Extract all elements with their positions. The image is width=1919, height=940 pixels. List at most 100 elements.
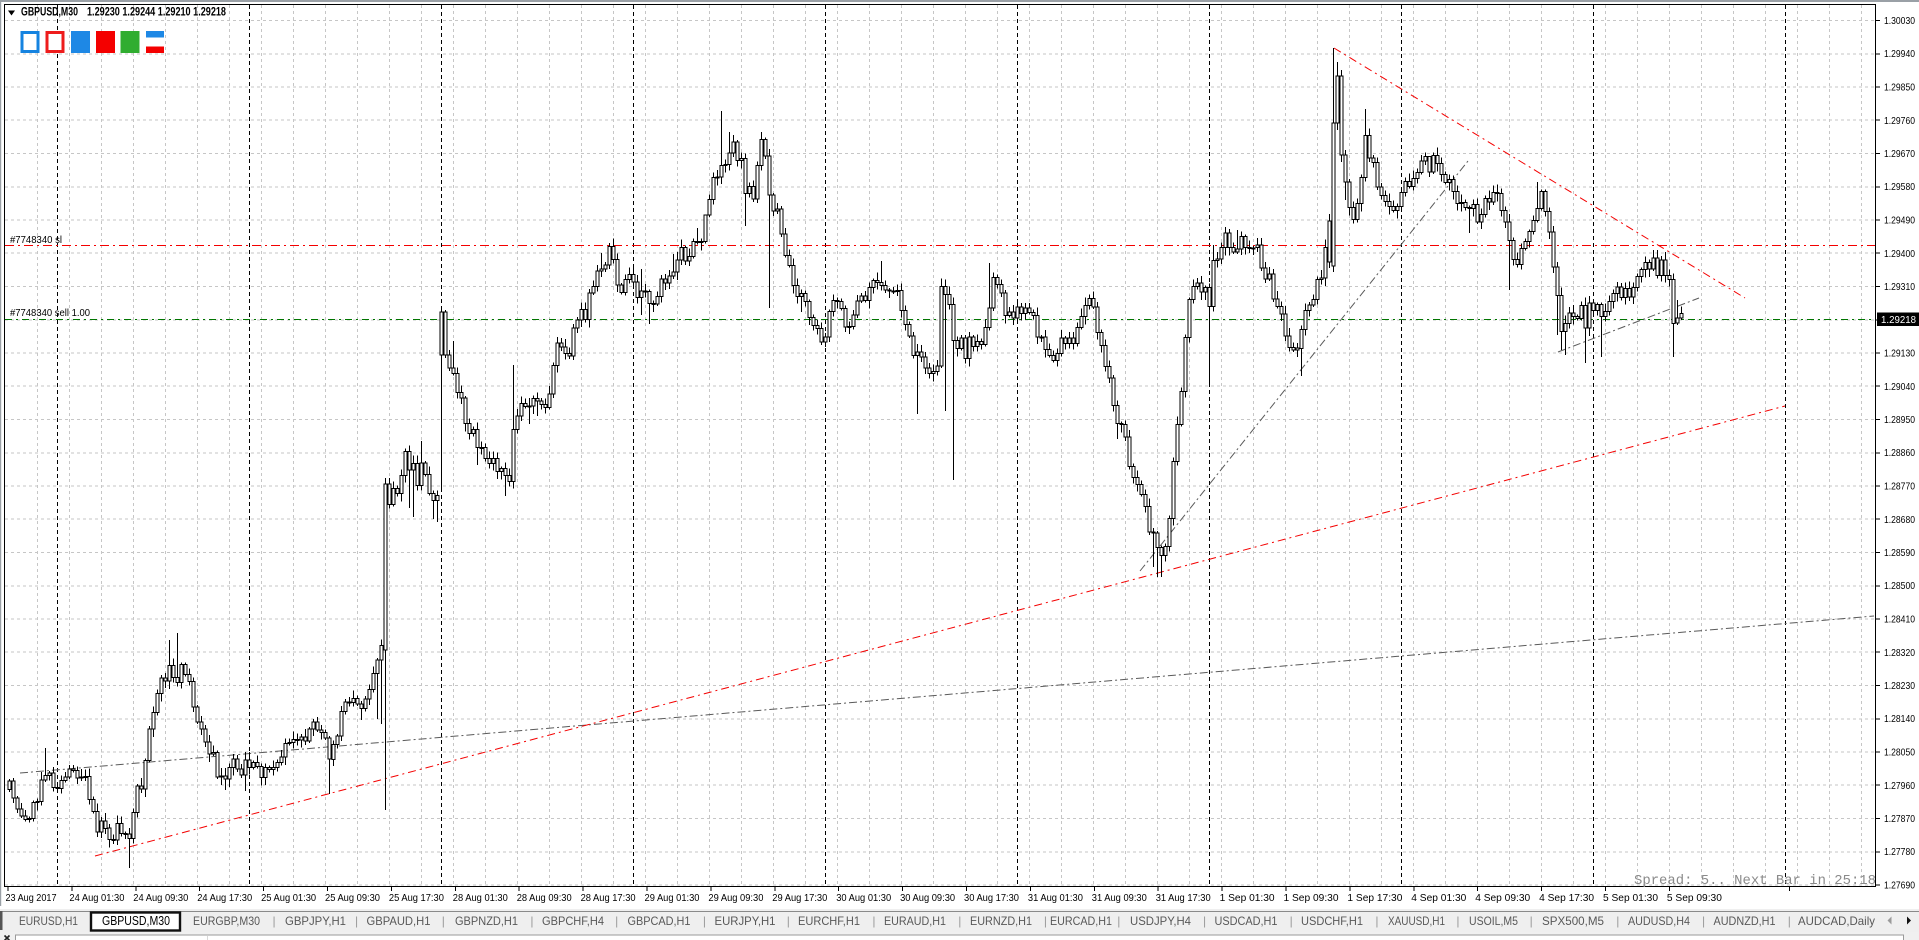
svg-text:|: | [787,914,790,928]
svg-text:|: | [958,914,961,928]
svg-text:EURNZD,H1: EURNZD,H1 [970,914,1032,928]
svg-text:1 Sep 17:30: 1 Sep 17:30 [1347,892,1402,904]
svg-text:31 Aug 01:30: 31 Aug 01:30 [1028,892,1083,904]
svg-text:|: | [1290,914,1293,928]
svg-text:29 Aug 17:30: 29 Aug 17:30 [772,892,827,904]
svg-text:1.28770: 1.28770 [1884,481,1915,493]
svg-text:USDCHF,H1: USDCHF,H1 [1301,914,1363,928]
svg-text:|: | [442,914,445,928]
svg-text:1.29400: 1.29400 [1884,248,1915,260]
svg-text:|: | [1375,914,1378,928]
svg-text:1.28500: 1.28500 [1884,580,1915,592]
svg-text:1.28860: 1.28860 [1884,447,1915,459]
svg-text:Spread: 5.. Next Bar in 25:18: Spread: 5.. Next Bar in 25:18 [1634,873,1876,889]
svg-text:EURUSD,H1: EURUSD,H1 [19,914,78,928]
svg-text:29 Aug 09:30: 29 Aug 09:30 [708,892,763,904]
svg-text:EURAUD,H1: EURAUD,H1 [884,914,946,928]
svg-text:1.29850: 1.29850 [1884,82,1915,94]
svg-text:XAUUSD,H1: XAUUSD,H1 [1388,914,1445,928]
svg-text:1.28590: 1.28590 [1884,547,1915,559]
svg-text:|: | [1702,914,1705,928]
svg-text:GBPCAD,H1: GBPCAD,H1 [628,914,691,928]
svg-text:1.29670: 1.29670 [1884,148,1915,160]
svg-text:|: | [273,914,276,928]
svg-text:24 Aug 17:30: 24 Aug 17:30 [197,892,252,904]
svg-text:1.28230: 1.28230 [1884,680,1915,692]
svg-text:1.29230 1.29244 1.29210 1.2921: 1.29230 1.29244 1.29210 1.29218 [87,7,226,19]
svg-text:25 Aug 09:30: 25 Aug 09:30 [325,892,380,904]
svg-text:|: | [615,914,618,928]
svg-text:AUDNZD,H1: AUDNZD,H1 [1714,914,1776,928]
svg-text:24 Aug 09:30: 24 Aug 09:30 [133,892,188,904]
svg-text:1.27780: 1.27780 [1884,846,1915,858]
svg-text:|: | [1203,914,1206,928]
svg-text:28 Aug 01:30: 28 Aug 01:30 [453,892,508,904]
svg-text:1.28320: 1.28320 [1884,647,1915,659]
svg-text:#7748340 sl: #7748340 sl [10,234,62,246]
svg-text:4 Sep 17:30: 4 Sep 17:30 [1539,892,1594,904]
svg-text:1.28410: 1.28410 [1884,614,1915,626]
svg-text:1.29310: 1.29310 [1884,281,1915,293]
svg-text:1.29218: 1.29218 [1881,314,1916,326]
svg-text:USOIL,M5: USOIL,M5 [1469,914,1518,928]
svg-text:|: | [872,914,875,928]
svg-text:|: | [1788,914,1791,928]
svg-text:SPX500,M5: SPX500,M5 [1542,914,1604,928]
svg-text:EURJPY,H1: EURJPY,H1 [715,914,776,928]
svg-text:1.29040: 1.29040 [1884,381,1915,393]
svg-text:30 Aug 17:30: 30 Aug 17:30 [964,892,1019,904]
svg-text:GBPUSD,M30: GBPUSD,M30 [102,914,170,928]
svg-text:1.30030: 1.30030 [1884,15,1915,27]
svg-text:|: | [530,914,533,928]
svg-text:5 Sep 01:30: 5 Sep 01:30 [1603,892,1658,904]
svg-text:1.28050: 1.28050 [1884,747,1915,759]
svg-text:|: | [355,914,358,928]
svg-text:24 Aug 01:30: 24 Aug 01:30 [69,892,124,904]
svg-text:1.27960: 1.27960 [1884,780,1915,792]
svg-text:GBPCHF,H4: GBPCHF,H4 [542,914,604,928]
svg-text:28 Aug 09:30: 28 Aug 09:30 [517,892,572,904]
svg-text:|: | [703,914,706,928]
svg-text:1.29760: 1.29760 [1884,115,1915,127]
svg-text:1.29580: 1.29580 [1884,181,1915,193]
svg-text:30 Aug 09:30: 30 Aug 09:30 [900,892,955,904]
svg-text:4 Sep 09:30: 4 Sep 09:30 [1475,892,1530,904]
svg-text:|: | [1456,914,1459,928]
svg-text:1.29940: 1.29940 [1884,48,1915,60]
svg-text:|: | [1616,914,1619,928]
svg-text:1.28140: 1.28140 [1884,713,1915,725]
svg-text:AUDUSD,H4: AUDUSD,H4 [1628,914,1690,928]
svg-text:USDCAD,H1: USDCAD,H1 [1215,914,1278,928]
svg-text:EURGBP,M30: EURGBP,M30 [193,914,260,928]
svg-text:GBPJPY,H1: GBPJPY,H1 [285,914,346,928]
svg-text:GBPAUD,H1: GBPAUD,H1 [367,914,431,928]
svg-text:1.29490: 1.29490 [1884,215,1915,227]
svg-text:25 Aug 17:30: 25 Aug 17:30 [389,892,444,904]
svg-text:25 Aug 01:30: 25 Aug 01:30 [261,892,316,904]
svg-text:31 Aug 09:30: 31 Aug 09:30 [1092,892,1147,904]
svg-text:1.27690: 1.27690 [1884,880,1915,892]
svg-text:31 Aug 17:30: 31 Aug 17:30 [1156,892,1211,904]
svg-text:1 Sep 01:30: 1 Sep 01:30 [1220,892,1275,904]
svg-text:5 Sep 09:30: 5 Sep 09:30 [1667,892,1722,904]
svg-text:1 Sep 09:30: 1 Sep 09:30 [1284,892,1339,904]
svg-text:30 Aug 01:30: 30 Aug 01:30 [836,892,891,904]
svg-text:#7748340 sell 1.00: #7748340 sell 1.00 [10,307,90,319]
svg-text:USDJPY,H4: USDJPY,H4 [1130,914,1191,928]
svg-text:|: | [1044,914,1047,928]
svg-text:|: | [1117,914,1120,928]
svg-text:|: | [1530,914,1533,928]
svg-text:1.28680: 1.28680 [1884,514,1915,526]
svg-text:23 Aug 2017: 23 Aug 2017 [6,892,57,904]
svg-text:EURCAD,H1: EURCAD,H1 [1050,914,1112,928]
svg-text:1.29130: 1.29130 [1884,348,1915,360]
svg-text:29 Aug 01:30: 29 Aug 01:30 [645,892,700,904]
svg-text:GBPNZD,H1: GBPNZD,H1 [455,914,518,928]
svg-text:4 Sep 01:30: 4 Sep 01:30 [1411,892,1466,904]
svg-text:AUDCAD,Daily: AUDCAD,Daily [1798,914,1875,928]
svg-text:1.27870: 1.27870 [1884,813,1915,825]
svg-text:1.28950: 1.28950 [1884,414,1915,426]
svg-text:EURCHF,H1: EURCHF,H1 [798,914,860,928]
svg-text:GBPUSD,M30: GBPUSD,M30 [21,7,78,19]
svg-text:28 Aug 17:30: 28 Aug 17:30 [581,892,636,904]
